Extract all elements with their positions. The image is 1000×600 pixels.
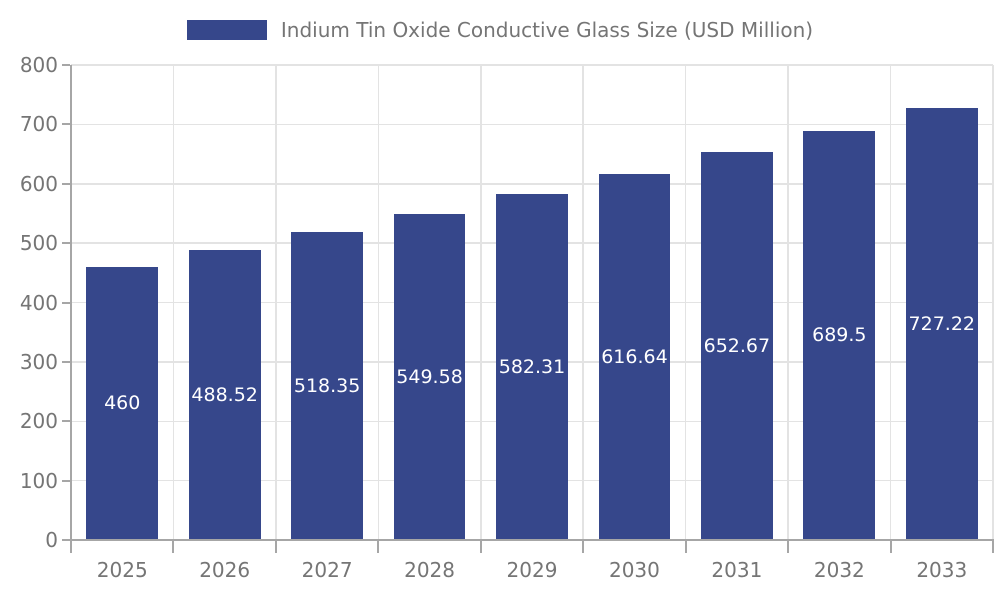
y-tick-label: 700 bbox=[19, 112, 58, 137]
gridline-v bbox=[684, 65, 687, 540]
gridline-h bbox=[71, 64, 993, 66]
x-tick-label: 2027 bbox=[301, 558, 353, 582]
y-tick-label: 300 bbox=[19, 349, 58, 374]
x-tick bbox=[889, 540, 892, 553]
y-tick bbox=[62, 123, 70, 126]
x-tick-label: 2029 bbox=[506, 558, 558, 582]
gridline-v bbox=[377, 65, 380, 540]
bar bbox=[598, 173, 671, 540]
bar-value-label: 488.52 bbox=[191, 383, 258, 406]
gridline-v bbox=[582, 65, 584, 540]
bar-value-label: 460 bbox=[104, 392, 141, 415]
gridline-v bbox=[889, 65, 892, 540]
y-tick-label: 200 bbox=[19, 409, 58, 434]
y-tick-label: 0 bbox=[45, 528, 58, 552]
y-tick bbox=[62, 301, 70, 304]
y-tick-label: 100 bbox=[19, 468, 58, 493]
y-tick-label: 400 bbox=[19, 290, 58, 315]
gridline-h bbox=[71, 183, 993, 185]
x-axis-line bbox=[70, 539, 994, 541]
y-tick bbox=[62, 539, 70, 541]
y-tick bbox=[62, 64, 70, 66]
legend-label: Indium Tin Oxide Conductive Glass Size (… bbox=[280, 18, 814, 42]
gridline-v bbox=[480, 65, 482, 540]
y-tick-label: 500 bbox=[19, 231, 58, 256]
gridline-v bbox=[172, 65, 175, 540]
x-tick-label: 2030 bbox=[608, 558, 660, 582]
x-tick bbox=[684, 540, 687, 553]
bar bbox=[701, 152, 773, 540]
x-tick-label: 2028 bbox=[404, 558, 455, 582]
bar bbox=[905, 108, 978, 540]
y-axis-line bbox=[70, 65, 72, 540]
x-tick-label: 2031 bbox=[711, 558, 763, 582]
y-tick bbox=[62, 242, 70, 245]
y-tick-label: 600 bbox=[19, 171, 58, 196]
y-tick bbox=[62, 360, 70, 363]
gridline-v bbox=[787, 65, 789, 540]
bar bbox=[86, 266, 159, 540]
legend: Indium Tin Oxide Conductive Glass Size (… bbox=[0, 17, 1000, 43]
x-tick-label: 2026 bbox=[199, 558, 251, 582]
bar bbox=[803, 130, 876, 540]
bar bbox=[291, 232, 363, 540]
x-tick bbox=[377, 540, 380, 553]
y-tick bbox=[62, 420, 70, 423]
bar bbox=[496, 194, 568, 540]
gridline-v bbox=[275, 65, 277, 540]
bar-value-label: 652.67 bbox=[703, 335, 771, 358]
bar bbox=[393, 213, 466, 540]
y-tick bbox=[62, 182, 70, 185]
bar-value-label: 616.64 bbox=[601, 345, 668, 368]
gridline-h bbox=[71, 123, 993, 126]
bar-value-label: 582.31 bbox=[498, 356, 566, 379]
x-tick-label: 2032 bbox=[813, 558, 865, 582]
x-tick bbox=[787, 540, 790, 553]
gridline-v bbox=[992, 65, 994, 540]
y-tick-label: 800 bbox=[19, 53, 58, 77]
x-tick-label: 2033 bbox=[916, 558, 968, 582]
x-tick bbox=[70, 540, 72, 553]
x-tick bbox=[479, 540, 482, 553]
bar-value-label: 727.22 bbox=[908, 313, 975, 336]
x-tick bbox=[992, 540, 994, 553]
legend-swatch bbox=[186, 20, 267, 40]
y-tick bbox=[62, 479, 70, 482]
x-tick bbox=[274, 540, 277, 553]
bar-value-label: 549.58 bbox=[396, 365, 463, 388]
x-tick bbox=[582, 540, 585, 553]
bar bbox=[188, 249, 261, 540]
bar-value-label: 689.5 bbox=[812, 324, 867, 347]
bar-value-label: 518.35 bbox=[293, 375, 361, 398]
x-tick bbox=[172, 540, 175, 553]
x-tick-label: 2025 bbox=[96, 558, 148, 582]
